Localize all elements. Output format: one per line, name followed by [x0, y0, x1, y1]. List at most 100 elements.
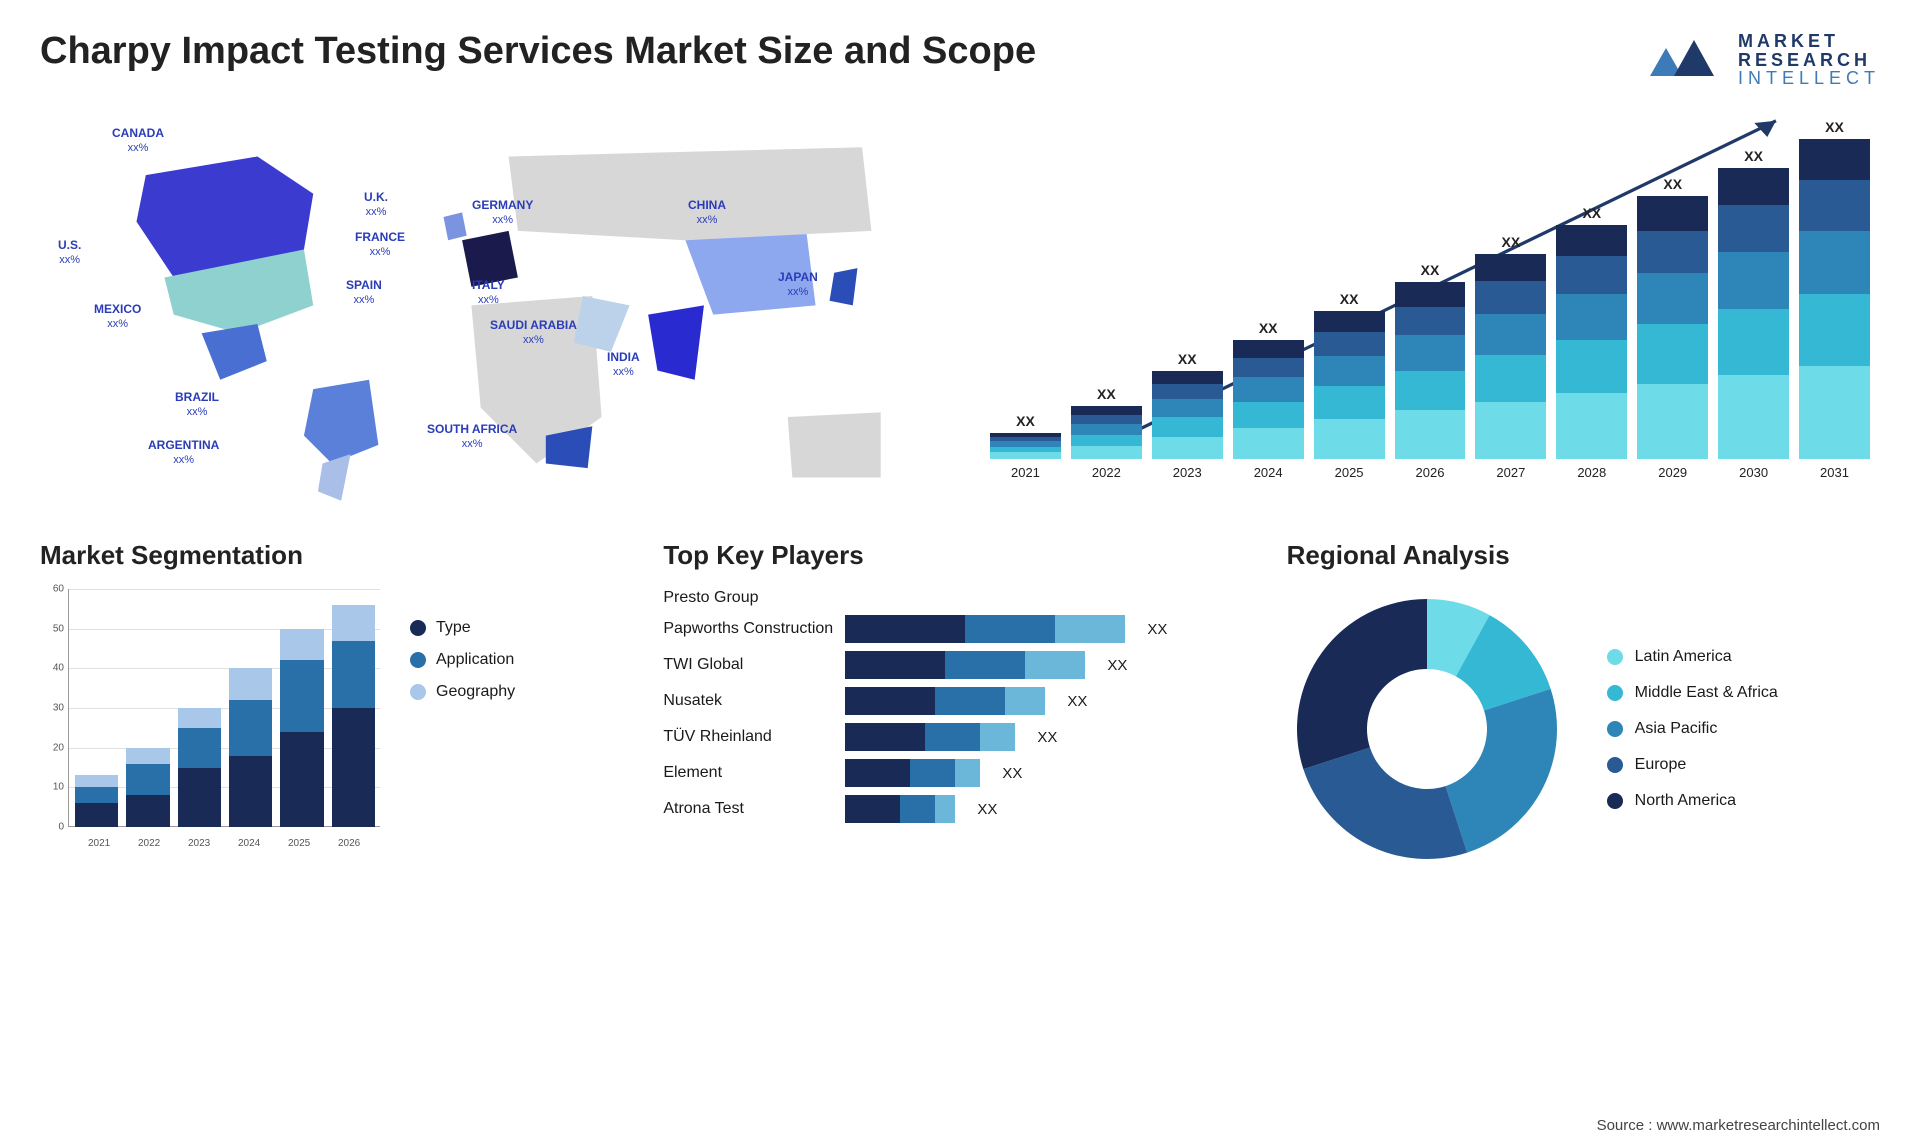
seg-xtick: 2025	[288, 838, 310, 849]
player-name: TÜV Rheinland	[663, 728, 833, 746]
player-value: XX	[1107, 657, 1127, 674]
player-row: Atrona TestXX	[663, 795, 1256, 823]
seg-legend-item: Application	[410, 651, 515, 669]
growth-year-label: 2029	[1658, 465, 1687, 480]
seg-bar	[332, 605, 375, 827]
growth-year-label: 2027	[1496, 465, 1525, 480]
player-name: TWI Global	[663, 656, 833, 674]
map-region-mx	[202, 324, 267, 380]
map-region-ar	[318, 454, 351, 501]
growth-year-label: 2030	[1739, 465, 1768, 480]
player-row: ElementXX	[663, 759, 1256, 787]
player-name: Nusatek	[663, 692, 833, 710]
growth-year-label: 2022	[1092, 465, 1121, 480]
growth-bar: XX 2027	[1475, 234, 1546, 480]
seg-legend-item: Type	[410, 619, 515, 637]
growth-bar-value: XX	[1178, 351, 1197, 367]
seg-bar	[280, 629, 323, 827]
growth-bar-value: XX	[1502, 234, 1521, 250]
donut-slice	[1445, 689, 1556, 853]
seg-bar	[229, 668, 272, 827]
seg-bar	[126, 748, 169, 827]
map-label: ITALYxx%	[472, 278, 505, 308]
growth-year-label: 2021	[1011, 465, 1040, 480]
seg-xtick: 2024	[238, 838, 260, 849]
growth-year-label: 2023	[1173, 465, 1202, 480]
map-label: SAUDI ARABIAxx%	[490, 318, 577, 348]
player-name: Papworths Construction	[663, 620, 833, 638]
seg-legend-item: Geography	[410, 683, 515, 701]
map-label: MEXICOxx%	[94, 302, 141, 332]
map-region-au	[788, 412, 881, 477]
player-row: TWI Global XX	[663, 651, 1256, 679]
growth-year-label: 2028	[1577, 465, 1606, 480]
seg-xtick: 2026	[338, 838, 360, 849]
player-value: XX	[1002, 765, 1022, 782]
region-legend-item: Middle East & Africa	[1607, 684, 1778, 702]
segmentation-title: Market Segmentation	[40, 540, 633, 571]
players-title: Top Key Players	[663, 540, 1256, 571]
brand-logo-mark	[1646, 30, 1726, 90]
player-name: Presto Group	[663, 589, 833, 607]
seg-ytick: 0	[40, 822, 64, 833]
growth-bar-value: XX	[1744, 148, 1763, 164]
map-region-uk	[443, 212, 466, 240]
segmentation-chart: 0102030405060202120222023202420252026	[40, 589, 380, 849]
map-label: CANADAxx%	[112, 126, 164, 156]
growth-bar: XX 2024	[1233, 320, 1304, 480]
growth-year-label: 2026	[1416, 465, 1445, 480]
player-value: XX	[1067, 693, 1087, 710]
player-row: Papworths Construction XX	[663, 615, 1256, 643]
seg-xtick: 2022	[138, 838, 160, 849]
seg-ytick: 50	[40, 623, 64, 634]
growth-bar: XX2022	[1071, 386, 1142, 480]
growth-year-label: 2024	[1254, 465, 1283, 480]
segmentation-legend: Type Application Geography	[410, 589, 515, 701]
map-label: FRANCExx%	[355, 230, 405, 260]
growth-year-label: 2025	[1335, 465, 1364, 480]
growth-bar: XX 2025	[1314, 291, 1385, 480]
growth-bar-value: XX	[1340, 291, 1359, 307]
growth-bar: XX 2031	[1799, 119, 1870, 480]
player-value: XX	[1037, 729, 1057, 746]
region-legend-item: North America	[1607, 792, 1778, 810]
growth-bar-value: XX	[1421, 262, 1440, 278]
map-region-me	[574, 296, 630, 352]
growth-bar: XX2028	[1556, 205, 1627, 480]
region-legend-item: Europe	[1607, 756, 1778, 774]
growth-bar-value: XX	[1825, 119, 1844, 135]
map-region-in	[648, 305, 704, 379]
regional-donut	[1287, 589, 1567, 869]
map-label: INDIAxx%	[607, 350, 640, 380]
logo-line1: MARKET	[1738, 32, 1880, 51]
map-label: JAPANxx%	[778, 270, 818, 300]
seg-ytick: 10	[40, 782, 64, 793]
brand-logo: MARKET RESEARCH INTELLECT	[1646, 30, 1880, 90]
map-label: U.K.xx%	[364, 190, 388, 220]
regional-title: Regional Analysis	[1287, 540, 1880, 571]
world-map: CANADAxx%U.S.xx%MEXICOxx%BRAZILxx%ARGENT…	[40, 110, 940, 510]
players-panel: Top Key Players Presto Group Papworths Co…	[663, 540, 1256, 869]
growth-bar: XX 2023	[1152, 351, 1223, 480]
map-label: BRAZILxx%	[175, 390, 219, 420]
map-label: CHINAxx%	[688, 198, 726, 228]
segmentation-panel: Market Segmentation 01020304050602021202…	[40, 540, 633, 869]
growth-bar-value: XX	[1259, 320, 1278, 336]
growth-year-label: 2031	[1820, 465, 1849, 480]
map-region-jp	[830, 268, 858, 305]
seg-ytick: 40	[40, 663, 64, 674]
growth-bar-chart: XX2021XX2022XX2023XX2024XX2025XX2026XX20…	[980, 110, 1880, 510]
map-region-sa	[304, 380, 378, 464]
player-row: TÜV Rheinland XX	[663, 723, 1256, 751]
map-label: SOUTH AFRICAxx%	[427, 422, 517, 452]
growth-bar-value: XX	[1016, 413, 1035, 429]
source-attribution: Source : www.marketresearchintellect.com	[1597, 1117, 1880, 1134]
growth-bar: XX 2026	[1395, 262, 1466, 480]
player-value: XX	[1147, 621, 1167, 638]
region-legend-item: Latin America	[1607, 648, 1778, 666]
donut-slice	[1297, 599, 1427, 769]
growth-bar: XX 2030	[1718, 148, 1789, 480]
player-row: Nusatek XX	[663, 687, 1256, 715]
logo-line3: INTELLECT	[1738, 69, 1880, 88]
growth-bar: XX 2021	[990, 413, 1061, 480]
